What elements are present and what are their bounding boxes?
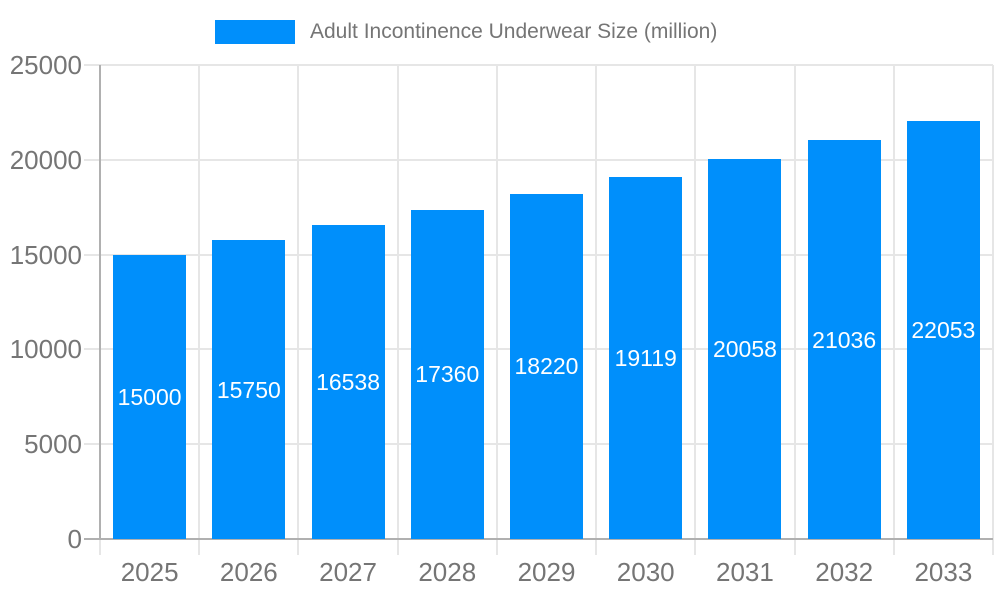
- bar-2032[interactable]: [807, 140, 881, 539]
- bar-value-label: 17360: [415, 361, 480, 388]
- x-tick: [595, 539, 598, 555]
- x-axis-label: 2026: [219, 557, 278, 587]
- x-gridline: [992, 65, 994, 539]
- x-tick: [495, 539, 498, 555]
- bar-value-label: 21036: [812, 326, 877, 353]
- x-axis-label: 2033: [914, 557, 973, 587]
- y-tick: [84, 158, 100, 161]
- bar-2025[interactable]: [113, 254, 187, 539]
- bar-2029[interactable]: [510, 193, 583, 539]
- x-tick: [892, 539, 895, 555]
- bar-2030[interactable]: [609, 176, 683, 539]
- x-tick: [99, 539, 101, 555]
- bar-value-label: 18220: [514, 353, 579, 380]
- x-axis-line: [84, 538, 993, 540]
- y-axis-label: 0: [67, 524, 82, 554]
- x-tick: [297, 539, 300, 555]
- y-axis-line: [99, 65, 101, 540]
- x-axis-label: 2027: [319, 557, 377, 587]
- x-gridline: [892, 65, 895, 539]
- bar-2028[interactable]: [410, 209, 484, 539]
- bar-2031[interactable]: [708, 158, 782, 539]
- bar-value-label: 15000: [117, 383, 182, 410]
- y-axis-label: 20000: [9, 144, 82, 175]
- bar-value-label: 16538: [316, 369, 381, 396]
- x-axis-label: 2031: [716, 557, 774, 587]
- legend-item[interactable]: Adult Incontinence Underwear Size (milli…: [215, 20, 717, 44]
- y-tick: [84, 348, 100, 351]
- bar-2033[interactable]: [906, 120, 980, 539]
- x-gridline: [198, 65, 201, 539]
- y-tick: [84, 443, 100, 446]
- y-gridline: [100, 64, 993, 66]
- y-tick: [84, 64, 100, 66]
- y-gridline: [100, 158, 993, 161]
- x-axis-label: 2032: [815, 557, 874, 587]
- x-tick: [198, 539, 201, 555]
- y-axis-label: 15000: [9, 239, 82, 270]
- bar-value-label: 22053: [911, 316, 976, 343]
- bar-2026[interactable]: [212, 240, 286, 539]
- bar-value-label: 19119: [614, 344, 677, 371]
- x-gridline: [297, 65, 300, 539]
- y-axis-label: 10000: [9, 334, 82, 365]
- bar-value-label: 15750: [216, 376, 281, 403]
- x-gridline: [694, 65, 697, 539]
- x-tick: [694, 539, 697, 555]
- legend-label: Adult Incontinence Underwear Size (milli…: [310, 20, 718, 43]
- y-axis-label: 5000: [24, 429, 82, 460]
- x-axis-label: 2028: [418, 557, 477, 587]
- x-gridline: [396, 65, 399, 539]
- x-tick: [992, 539, 994, 555]
- x-gridline: [793, 65, 796, 539]
- x-axis-label: 2029: [517, 557, 576, 587]
- bar-value-label: 20058: [712, 335, 777, 362]
- legend-swatch-icon: [215, 20, 295, 44]
- y-axis-label: 25000: [9, 50, 82, 80]
- x-gridline: [595, 65, 598, 539]
- bar-2027[interactable]: [311, 225, 385, 539]
- x-tick: [793, 539, 796, 555]
- y-tick: [84, 253, 100, 256]
- x-axis-label: 2025: [120, 557, 179, 587]
- x-gridline: [495, 65, 498, 539]
- x-tick: [396, 539, 399, 555]
- x-axis-label: 2030: [616, 557, 675, 587]
